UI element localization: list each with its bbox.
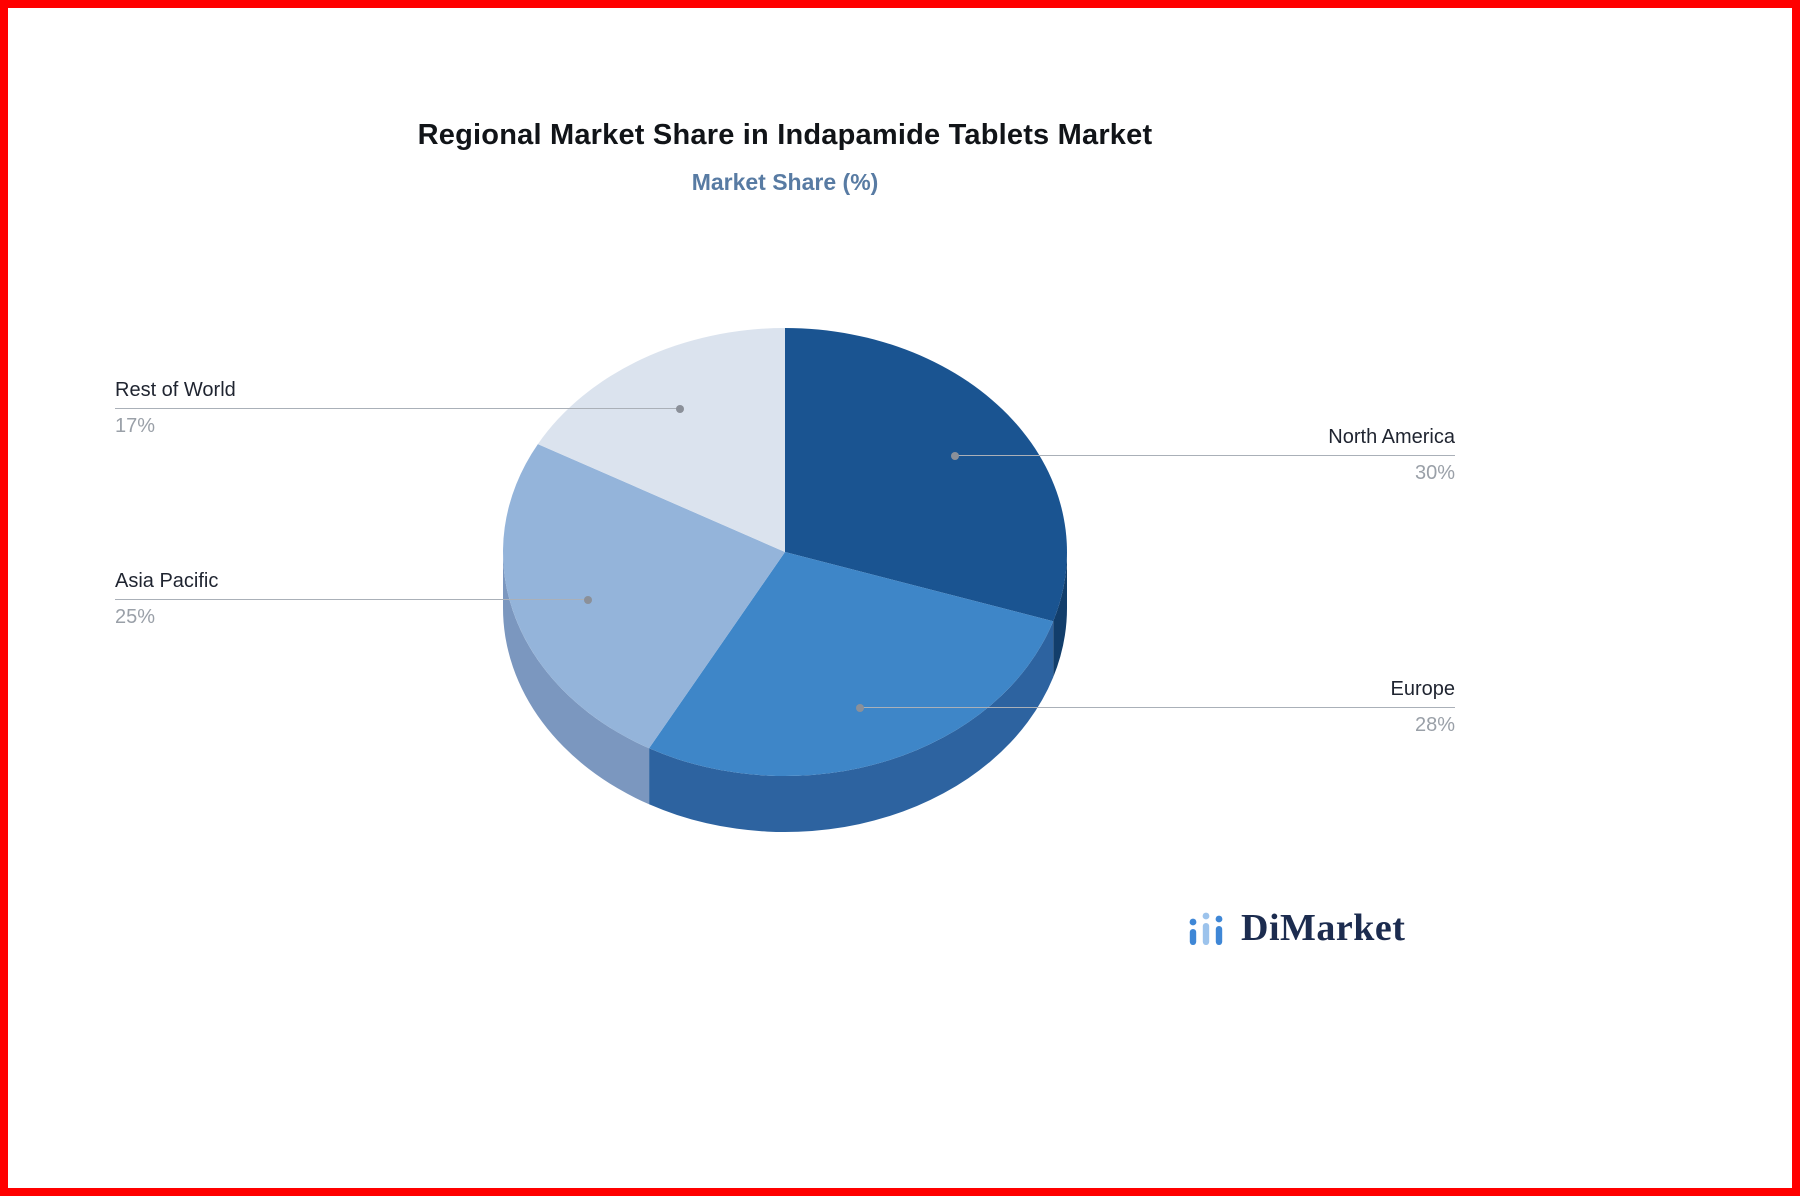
pie-slice-europe <box>649 552 1054 777</box>
bar-chart-icon <box>1189 912 1223 945</box>
pie-slice-north-america <box>785 328 1067 622</box>
slice-label-rest-of-world: Rest of World <box>115 379 236 401</box>
slice-label-asia-pacific: Asia Pacific <box>115 570 219 592</box>
brand-logo: DiMarket <box>1185 906 1405 950</box>
slice-percent-rest-of-world: 17% <box>115 415 156 437</box>
slice-percent-asia-pacific: 25% <box>115 606 156 628</box>
leader-line-asia-pacific <box>115 595 592 604</box>
pie-slice-asia-pacific <box>503 444 785 749</box>
slice-percent-europe: 28% <box>1414 714 1455 736</box>
leader-line-north-america <box>951 451 1455 460</box>
pie-slice-side-asia-pacific <box>503 552 650 805</box>
pie-slice-rest-of-world <box>537 328 785 552</box>
pie-slice-side-north-america <box>1053 552 1067 678</box>
brand-name: DiMarket <box>1241 907 1406 949</box>
pie-slice-side-europe <box>649 621 1054 833</box>
leader-line-europe <box>856 703 1455 712</box>
leader-dot-europe <box>856 703 864 712</box>
leader-dot-asia-pacific <box>584 595 592 604</box>
chart-subtitle: Market Share (%) <box>691 169 879 195</box>
slice-percent-north-america: 30% <box>1414 462 1455 484</box>
chart-title: Regional Market Share in Indapamide Tabl… <box>417 119 1153 151</box>
slice-label-europe: Europe <box>1390 678 1456 700</box>
leader-dot-rest-of-world <box>676 404 684 413</box>
leader-dot-north-america <box>951 451 959 460</box>
leader-line-rest-of-world <box>115 404 684 413</box>
slice-label-north-america: North America <box>1328 426 1455 448</box>
